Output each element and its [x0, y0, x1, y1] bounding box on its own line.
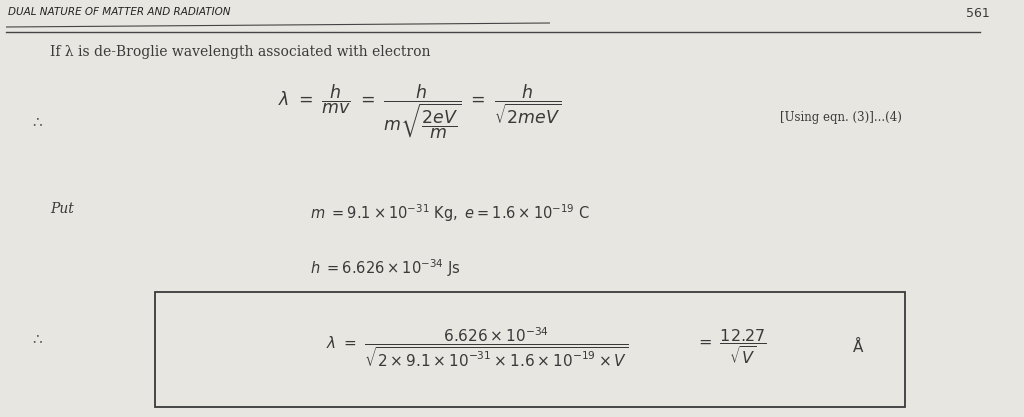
Text: $\mathrm{\AA}$: $\mathrm{\AA}$ — [853, 335, 865, 355]
Text: 561: 561 — [967, 7, 990, 20]
Text: Put: Put — [50, 202, 74, 216]
Text: DUAL NATURE OF MATTER AND RADIATION: DUAL NATURE OF MATTER AND RADIATION — [8, 7, 230, 17]
Text: $m \ = 9.1 \times 10^{-31}\ \mathrm{Kg},\ e = 1.6 \times 10^{-19}\ \mathrm{C}$: $m \ = 9.1 \times 10^{-31}\ \mathrm{Kg},… — [310, 202, 590, 224]
Text: $\therefore$: $\therefore$ — [30, 115, 44, 130]
Text: $\therefore$: $\therefore$ — [30, 332, 44, 347]
Text: $\lambda \ = \ \dfrac{h}{mv} \ = \ \dfrac{\ \ \ h\ \ \ }{m\sqrt{\dfrac{2eV}{m}}}: $\lambda \ = \ \dfrac{h}{mv} \ = \ \dfra… — [279, 82, 561, 142]
Text: $\lambda \ = \ \dfrac{6.626 \times 10^{-34}}{\sqrt{2 \times 9.1 \times 10^{-31} : $\lambda \ = \ \dfrac{6.626 \times 10^{-… — [327, 326, 629, 369]
Text: $= \ \dfrac{12.27}{\sqrt{V}}$: $= \ \dfrac{12.27}{\sqrt{V}}$ — [695, 328, 767, 367]
Text: $h \ = 6.626 \times 10^{-34}\ \mathrm{Js}$: $h \ = 6.626 \times 10^{-34}\ \mathrm{Js… — [310, 257, 461, 279]
Text: If λ is de-Broglie wavelength associated with electron: If λ is de-Broglie wavelength associated… — [50, 45, 430, 59]
Text: [Using eqn. (3)]...(4): [Using eqn. (3)]...(4) — [780, 111, 902, 123]
